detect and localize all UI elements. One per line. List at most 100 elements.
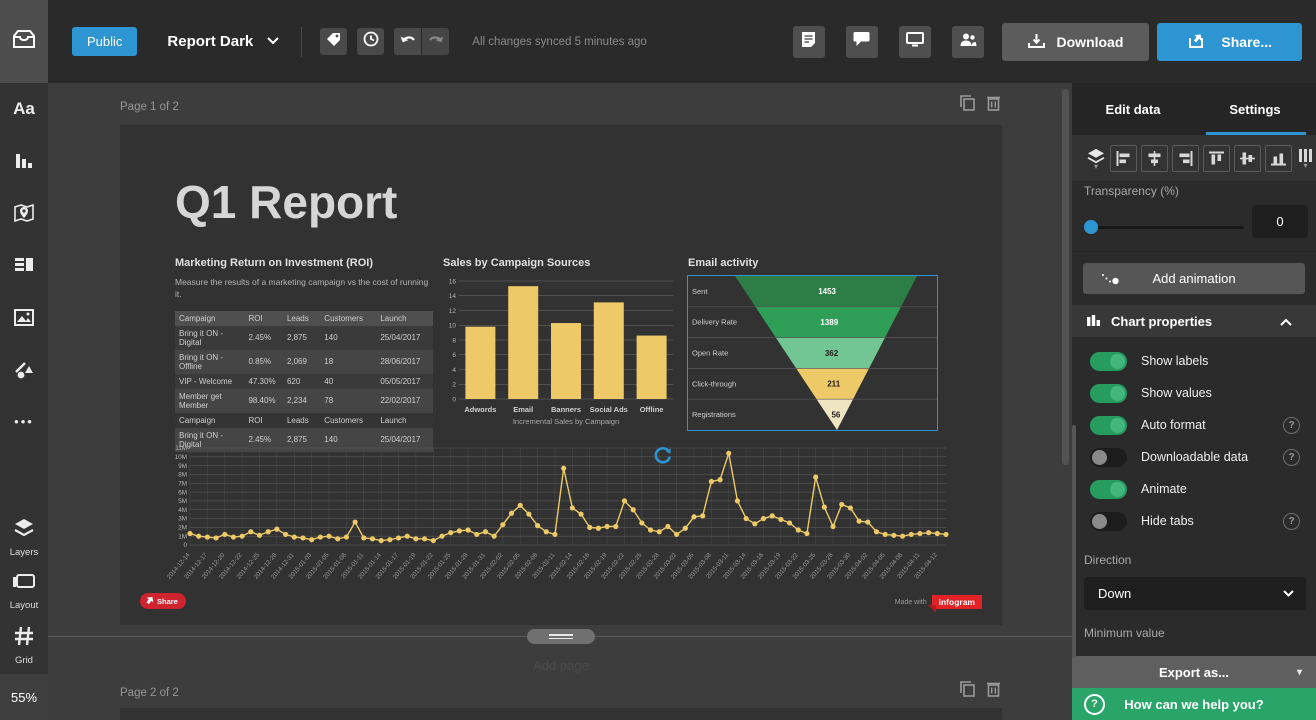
data-point[interactable] (196, 533, 202, 539)
images-tool-button[interactable] (0, 291, 48, 343)
data-point[interactable] (422, 536, 428, 542)
data-point[interactable] (665, 523, 671, 530)
line-chart[interactable]: 0 1M 2M 3M 4M 5M 6M 7M 8M 9M 10M 11M 2014-12-14 2014-… (160, 445, 950, 598)
data-point[interactable] (873, 529, 880, 535)
data-point[interactable] (726, 450, 732, 456)
align-right-button[interactable] (1172, 144, 1199, 172)
funnel-stage[interactable] (796, 368, 869, 400)
data-point[interactable] (248, 529, 254, 535)
data-point[interactable] (856, 518, 862, 524)
chart-properties-header[interactable]: Chart properties (1072, 305, 1316, 337)
help-icon[interactable]: ? (1283, 448, 1300, 466)
data-point[interactable] (934, 530, 940, 537)
data-point[interactable] (821, 504, 827, 510)
history-button[interactable] (357, 28, 385, 55)
share-button[interactable]: Share... (1157, 22, 1302, 61)
page-divider-handle[interactable] (527, 629, 595, 644)
data-point[interactable] (413, 536, 419, 542)
delete-page-icon[interactable] (975, 681, 1000, 702)
made-with-infogram[interactable]: Made with infogram (895, 595, 982, 613)
data-point[interactable] (908, 531, 914, 538)
canvas-scrollbar[interactable] (1062, 89, 1069, 465)
data-point[interactable] (369, 536, 376, 542)
data-point[interactable] (604, 523, 610, 530)
data-point[interactable] (187, 530, 193, 537)
chevron-up-icon[interactable] (1266, 314, 1302, 329)
data-point[interactable] (448, 530, 454, 536)
data-point[interactable] (213, 535, 219, 541)
title-chevron-down-icon[interactable] (267, 36, 279, 48)
data-point[interactable] (839, 501, 845, 508)
funnel-chart-selected[interactable]: Sent 1453 Delivery Rate 1389 Open Rate 362 Cli… (687, 275, 938, 431)
order-button[interactable]: ▾ (1086, 148, 1106, 170)
toggle-hide-tabs[interactable] (1090, 511, 1127, 531)
data-point[interactable] (230, 534, 237, 540)
bar[interactable] (508, 286, 539, 399)
data-point[interactable] (613, 523, 619, 530)
data-point[interactable] (282, 531, 289, 538)
funnel-stage[interactable] (775, 337, 885, 369)
data-point[interactable] (239, 533, 245, 539)
data-point[interactable] (708, 478, 714, 485)
more-tools-button[interactable]: ••• (0, 395, 48, 447)
tab-edit-data[interactable]: Edit data (1105, 101, 1161, 117)
data-point[interactable] (865, 519, 871, 525)
bar[interactable] (593, 302, 624, 399)
data-point[interactable] (682, 525, 688, 531)
data-point[interactable] (265, 529, 271, 535)
data-point[interactable] (526, 511, 532, 517)
funnel-stage[interactable] (735, 276, 917, 307)
toggle-show-values[interactable] (1090, 383, 1127, 403)
data-point[interactable] (595, 525, 602, 531)
align-center-horizontal-button[interactable] (1141, 144, 1168, 172)
distribute-button[interactable]: ▾ (1298, 148, 1313, 170)
data-point[interactable] (778, 516, 784, 523)
delete-page-icon[interactable] (975, 95, 1000, 116)
data-point[interactable] (387, 537, 393, 543)
maps-tool-button[interactable] (0, 187, 48, 239)
data-point[interactable] (587, 524, 593, 530)
data-point[interactable] (439, 533, 445, 539)
report-page-1[interactable]: Q1 Report Marketing Return on Investment… (120, 125, 1002, 625)
text-tool-button[interactable]: Aa (0, 83, 48, 135)
data-point[interactable] (378, 537, 384, 544)
data-point[interactable] (335, 536, 341, 542)
toggle-animate[interactable] (1090, 479, 1127, 499)
data-point[interactable] (769, 513, 775, 519)
data-point[interactable] (326, 533, 332, 539)
charts-tool-button[interactable] (0, 135, 48, 187)
data-point[interactable] (517, 502, 523, 508)
export-as-button[interactable]: Export as... ▾ (1072, 656, 1316, 688)
help-icon[interactable]: ? (1283, 512, 1300, 530)
data-point[interactable] (899, 533, 906, 539)
data-point[interactable] (352, 519, 358, 525)
slider-track[interactable] (1084, 226, 1244, 229)
shapes-tool-button[interactable] (0, 343, 48, 395)
notes-button[interactable] (792, 25, 825, 58)
duplicate-page-icon[interactable] (948, 95, 975, 116)
data-point[interactable] (804, 530, 810, 537)
data-point[interactable] (256, 532, 263, 538)
data-point[interactable] (291, 534, 297, 540)
data-point[interactable] (743, 515, 749, 522)
data-point[interactable] (569, 505, 575, 511)
data-point[interactable] (309, 537, 315, 543)
data-point[interactable] (926, 530, 932, 536)
data-point[interactable] (404, 533, 410, 539)
data-point[interactable] (734, 498, 741, 504)
data-point[interactable] (430, 537, 436, 544)
data-point[interactable] (847, 505, 854, 511)
document-title[interactable]: Report Dark (167, 33, 254, 50)
data-point[interactable] (274, 526, 280, 532)
panel-scrollbar[interactable] (1072, 425, 1076, 657)
layout-tool-button[interactable] (0, 239, 48, 291)
download-button[interactable]: Download (1001, 22, 1150, 61)
data-point[interactable] (508, 510, 515, 516)
data-point[interactable] (700, 513, 706, 519)
embedded-share-badge[interactable]: Share (140, 593, 186, 609)
data-point[interactable] (752, 521, 758, 527)
add-animation-button[interactable]: Add animation (1083, 263, 1305, 294)
bar[interactable] (465, 326, 496, 399)
tab-settings[interactable]: Settings (1194, 83, 1316, 135)
layers-button[interactable]: Layers (0, 511, 48, 566)
